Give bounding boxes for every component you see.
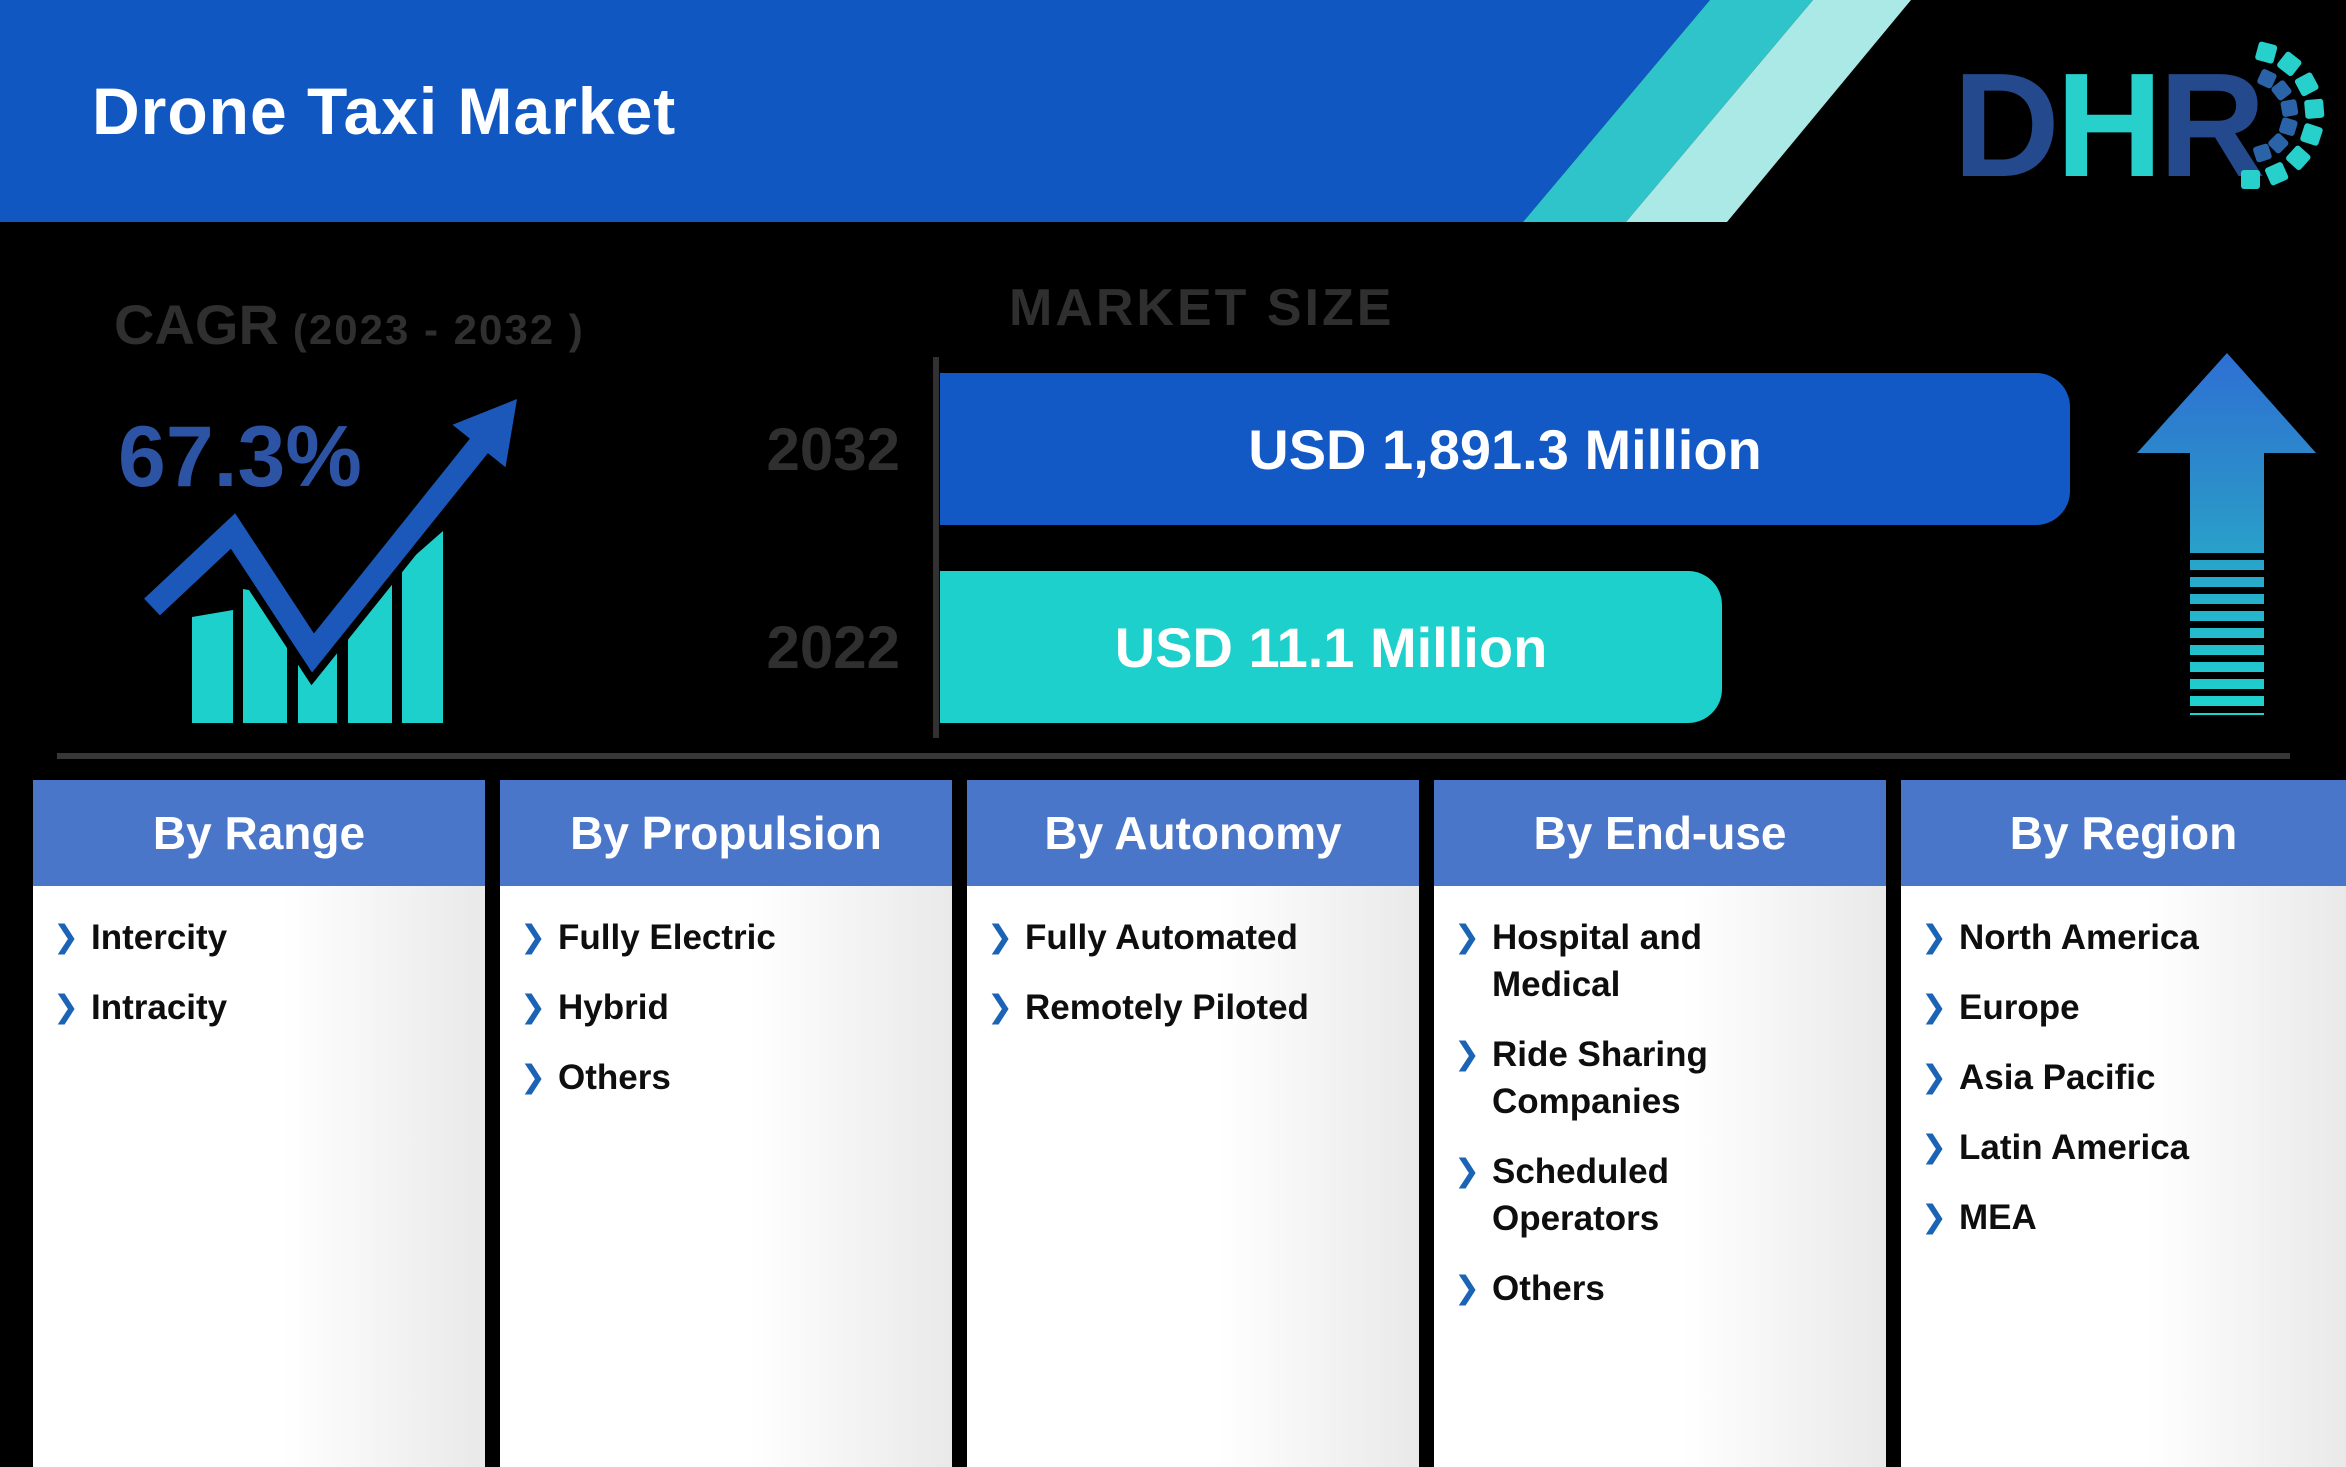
bar-year-label-2022: 2022 <box>766 613 900 681</box>
banner-background <box>0 0 1710 222</box>
segment-column-autonomy: By Autonomy ❯ Fully Automated ❯ Remotely… <box>967 780 1419 1467</box>
list-item-label: Fully Automated <box>1024 918 1298 957</box>
list-item-label: MEA <box>1958 1198 2037 1237</box>
chevron-right-icon: ❯ <box>1921 1059 1947 1095</box>
logo-letter-d: D <box>1953 43 2060 208</box>
list-item-label: Hybrid <box>557 988 669 1027</box>
list-item-label: Europe <box>1958 988 2080 1027</box>
page-title: Drone Taxi Market <box>92 74 677 148</box>
list-item: ❯ North America <box>1921 914 2326 961</box>
segment-column-region: By Region ❯ North America ❯ Europe ❯ Asi… <box>1901 780 2346 1467</box>
chevron-right-icon: ❯ <box>1454 1036 1480 1072</box>
list-item-label: Fully Electric <box>557 918 776 957</box>
list-item-label: Ride Sharing Companies <box>1491 1035 1708 1121</box>
list-item: ❯ Scheduled Operators <box>1454 1148 1866 1242</box>
list-item: ❯ Ride Sharing Companies <box>1454 1031 1866 1125</box>
list-item-label: Latin America <box>1958 1128 2190 1167</box>
cagr-value: 67.3% <box>118 409 362 505</box>
list-item: ❯ Latin America <box>1921 1124 2326 1171</box>
chevron-right-icon: ❯ <box>1921 989 1947 1025</box>
list-item: ❯ Remotely Piloted <box>987 984 1399 1031</box>
chevron-right-icon: ❯ <box>1921 1199 1947 1235</box>
dhr-logo: DHR <box>1953 52 2266 200</box>
growth-chart-icon <box>140 399 517 723</box>
list-item: ❯ Intracity <box>53 984 465 1031</box>
chevron-right-icon: ❯ <box>520 1059 546 1095</box>
list-item-label: North America <box>1958 918 2199 957</box>
list-item-label: Remotely Piloted <box>1024 988 1309 1027</box>
segment-header-region: By Region <box>1901 780 2346 886</box>
logo-burst-icon <box>2241 41 2325 189</box>
list-item: ❯ Hospital and Medical <box>1454 914 1866 1008</box>
segment-body-enduse: ❯ Hospital and Medical ❯ Ride Sharing Co… <box>1434 886 1886 1467</box>
cagr-label: CAGR <box>114 293 279 356</box>
chevron-right-icon: ❯ <box>987 989 1013 1025</box>
logo-letter-h: H <box>2055 43 2163 208</box>
segment-body-range: ❯ Intercity ❯ Intracity <box>33 886 485 1467</box>
segment-body-autonomy: ❯ Fully Automated ❯ Remotely Piloted <box>967 886 1419 1467</box>
segment-header-propulsion: By Propulsion <box>500 780 952 886</box>
bar-year-label-2032: 2032 <box>766 415 900 483</box>
segment-body-region: ❯ North America ❯ Europe ❯ Asia Pacific … <box>1901 886 2346 1467</box>
bar-2022-value: USD 11.1 Million <box>1114 615 1548 679</box>
list-item: ❯ Hybrid <box>520 984 932 1031</box>
cagr-period: (2023 - 2032 ) <box>292 306 585 353</box>
list-item: ❯ Asia Pacific <box>1921 1054 2326 1101</box>
bar-2032: USD 1,891.3 Million <box>940 373 2070 525</box>
segment-column-enduse: By End-use ❯ Hospital and Medical ❯ Ride… <box>1434 780 1886 1467</box>
bar-2032-value: USD 1,891.3 Million <box>1248 417 1762 481</box>
list-item: ❯ Fully Automated <box>987 914 1399 961</box>
segment-column-range: By Range ❯ Intercity ❯ Intracity <box>33 780 485 1467</box>
segment-column-propulsion: By Propulsion ❯ Fully Electric ❯ Hybrid … <box>500 780 952 1467</box>
upward-arrow-icon <box>2137 353 2316 715</box>
list-item: ❯ Intercity <box>53 914 465 961</box>
chevron-right-icon: ❯ <box>1454 1153 1480 1189</box>
segment-body-propulsion: ❯ Fully Electric ❯ Hybrid ❯ Others <box>500 886 952 1467</box>
list-item-label: Scheduled Operators <box>1491 1152 1669 1238</box>
list-item-label: Hospital and Medical <box>1491 918 1703 1004</box>
list-item: ❯ Others <box>520 1054 932 1101</box>
chevron-right-icon: ❯ <box>1921 1129 1947 1165</box>
chevron-right-icon: ❯ <box>520 989 546 1025</box>
list-item: ❯ Fully Electric <box>520 914 932 961</box>
segment-header-range: By Range <box>33 780 485 886</box>
chevron-right-icon: ❯ <box>1454 919 1480 955</box>
list-item-label: Intracity <box>90 988 228 1027</box>
list-item-label: Intercity <box>90 918 228 957</box>
list-item-label: Others <box>557 1058 671 1097</box>
cagr-heading: CAGR (2023 - 2032 ) <box>114 292 585 357</box>
chevron-right-icon: ❯ <box>53 989 79 1025</box>
list-item: ❯ Others <box>1454 1265 1866 1312</box>
list-item: ❯ MEA <box>1921 1194 2326 1241</box>
chevron-right-icon: ❯ <box>987 919 1013 955</box>
chevron-right-icon: ❯ <box>1921 919 1947 955</box>
bar-2022: USD 11.1 Million <box>940 571 1722 723</box>
market-size-heading: MARKET SIZE <box>1009 279 1395 337</box>
chevron-right-icon: ❯ <box>53 919 79 955</box>
bar-chart-axis <box>933 357 939 738</box>
chevron-right-icon: ❯ <box>520 919 546 955</box>
list-item: ❯ Europe <box>1921 984 2326 1031</box>
list-item-label: Asia Pacific <box>1958 1058 2156 1097</box>
segment-header-enduse: By End-use <box>1434 780 1886 886</box>
chevron-right-icon: ❯ <box>1454 1270 1480 1306</box>
section-divider <box>57 753 2290 759</box>
segment-header-autonomy: By Autonomy <box>967 780 1419 886</box>
list-item-label: Others <box>1491 1269 1605 1308</box>
